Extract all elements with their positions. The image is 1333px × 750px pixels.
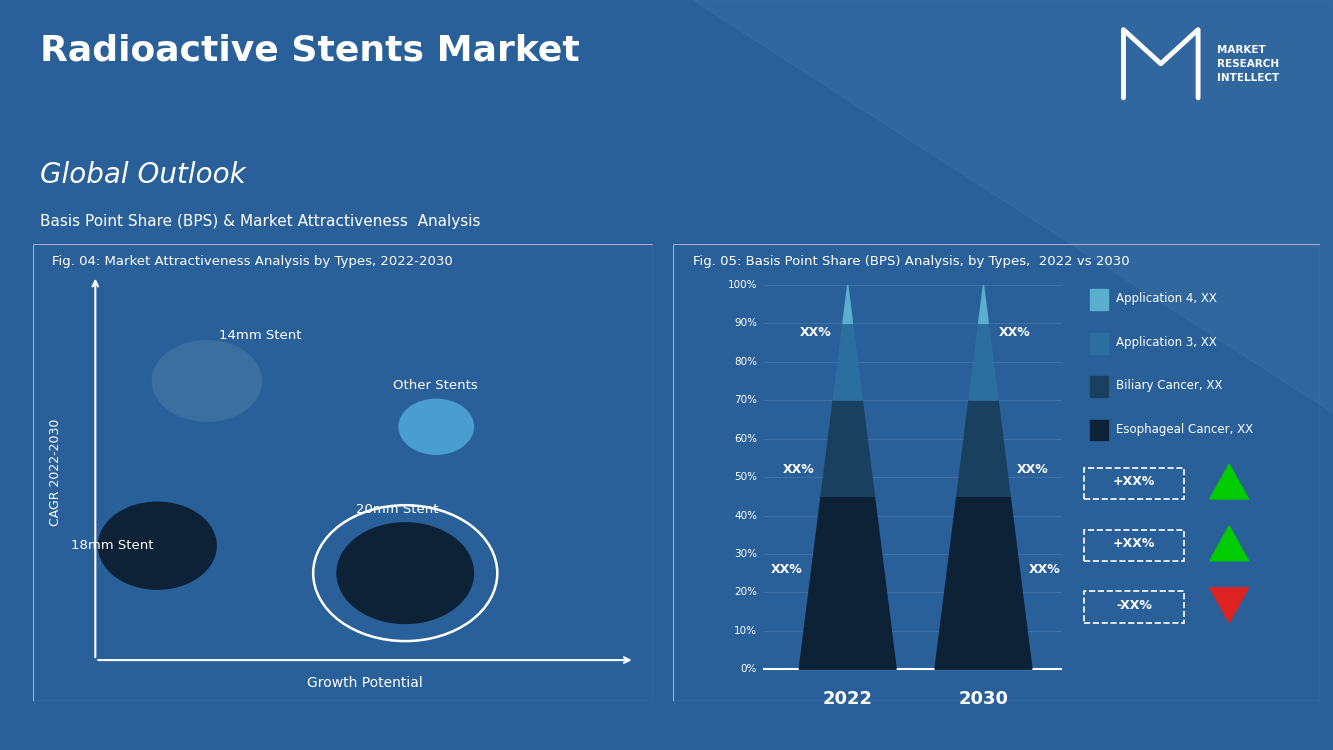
Polygon shape xyxy=(978,285,988,323)
Text: 80%: 80% xyxy=(734,357,757,367)
Text: 14mm Stent: 14mm Stent xyxy=(219,328,301,342)
Text: Global Outlook: Global Outlook xyxy=(40,161,245,189)
Text: 30%: 30% xyxy=(734,549,757,559)
Circle shape xyxy=(399,399,473,454)
Circle shape xyxy=(99,503,216,590)
Bar xyxy=(1084,468,1184,499)
Text: XX%: XX% xyxy=(1017,463,1048,476)
Text: Fig. 04: Market Attractiveness Analysis by Types, 2022-2030: Fig. 04: Market Attractiveness Analysis … xyxy=(52,255,453,268)
Text: XX%: XX% xyxy=(1000,326,1030,340)
Text: +XX%: +XX% xyxy=(1113,537,1156,550)
Polygon shape xyxy=(800,496,896,669)
Polygon shape xyxy=(693,0,1333,413)
Text: MARKET
RESEARCH
INTELLECT: MARKET RESEARCH INTELLECT xyxy=(1217,45,1278,82)
Text: -XX%: -XX% xyxy=(1116,598,1152,612)
Text: 90%: 90% xyxy=(734,318,757,328)
Text: 70%: 70% xyxy=(734,395,757,405)
Polygon shape xyxy=(1210,588,1249,622)
Text: Growth Potential: Growth Potential xyxy=(307,676,423,690)
Polygon shape xyxy=(957,400,1010,496)
Text: Application 3, XX: Application 3, XX xyxy=(1116,335,1217,349)
Text: Esophageal Cancer, XX: Esophageal Cancer, XX xyxy=(1116,422,1253,436)
Text: 100%: 100% xyxy=(728,280,757,290)
Text: XX%: XX% xyxy=(1029,562,1061,576)
Text: 2030: 2030 xyxy=(958,690,1009,708)
Text: 0%: 0% xyxy=(741,664,757,674)
Circle shape xyxy=(337,523,473,623)
Text: 60%: 60% xyxy=(734,433,757,444)
Text: 2022: 2022 xyxy=(822,690,873,708)
Polygon shape xyxy=(1210,526,1249,561)
Text: Basis Point Share (BPS) & Market Attractiveness  Analysis: Basis Point Share (BPS) & Market Attract… xyxy=(40,214,480,229)
Text: XX%: XX% xyxy=(800,326,832,340)
Text: Application 4, XX: Application 4, XX xyxy=(1116,292,1217,305)
Text: Biliary Cancer, XX: Biliary Cancer, XX xyxy=(1116,379,1222,392)
Polygon shape xyxy=(969,323,998,400)
Polygon shape xyxy=(934,496,1032,669)
Text: 20mm Stent: 20mm Stent xyxy=(356,503,439,515)
Text: Other Stents: Other Stents xyxy=(393,379,477,392)
Polygon shape xyxy=(821,400,874,496)
Text: CAGR 2022-2030: CAGR 2022-2030 xyxy=(48,419,61,526)
Text: +XX%: +XX% xyxy=(1113,476,1156,488)
Bar xyxy=(1084,530,1184,561)
Circle shape xyxy=(152,340,261,422)
Polygon shape xyxy=(842,285,853,323)
Text: 50%: 50% xyxy=(734,472,757,482)
Bar xyxy=(1090,420,1108,440)
Text: 10%: 10% xyxy=(734,626,757,636)
Polygon shape xyxy=(1210,464,1249,499)
Text: 18mm Stent: 18mm Stent xyxy=(71,539,153,552)
Text: XX%: XX% xyxy=(782,463,814,476)
Text: 20%: 20% xyxy=(734,587,757,597)
Text: Radioactive Stents Market: Radioactive Stents Market xyxy=(40,34,580,68)
Bar xyxy=(1090,290,1108,310)
Bar xyxy=(1090,376,1108,397)
Polygon shape xyxy=(833,323,862,400)
Bar xyxy=(1090,333,1108,353)
Text: Fig. 05: Basis Point Share (BPS) Analysis, by Types,  2022 vs 2030: Fig. 05: Basis Point Share (BPS) Analysi… xyxy=(693,255,1129,268)
Text: 40%: 40% xyxy=(734,511,757,520)
Bar xyxy=(1084,592,1184,622)
Text: XX%: XX% xyxy=(770,562,802,576)
